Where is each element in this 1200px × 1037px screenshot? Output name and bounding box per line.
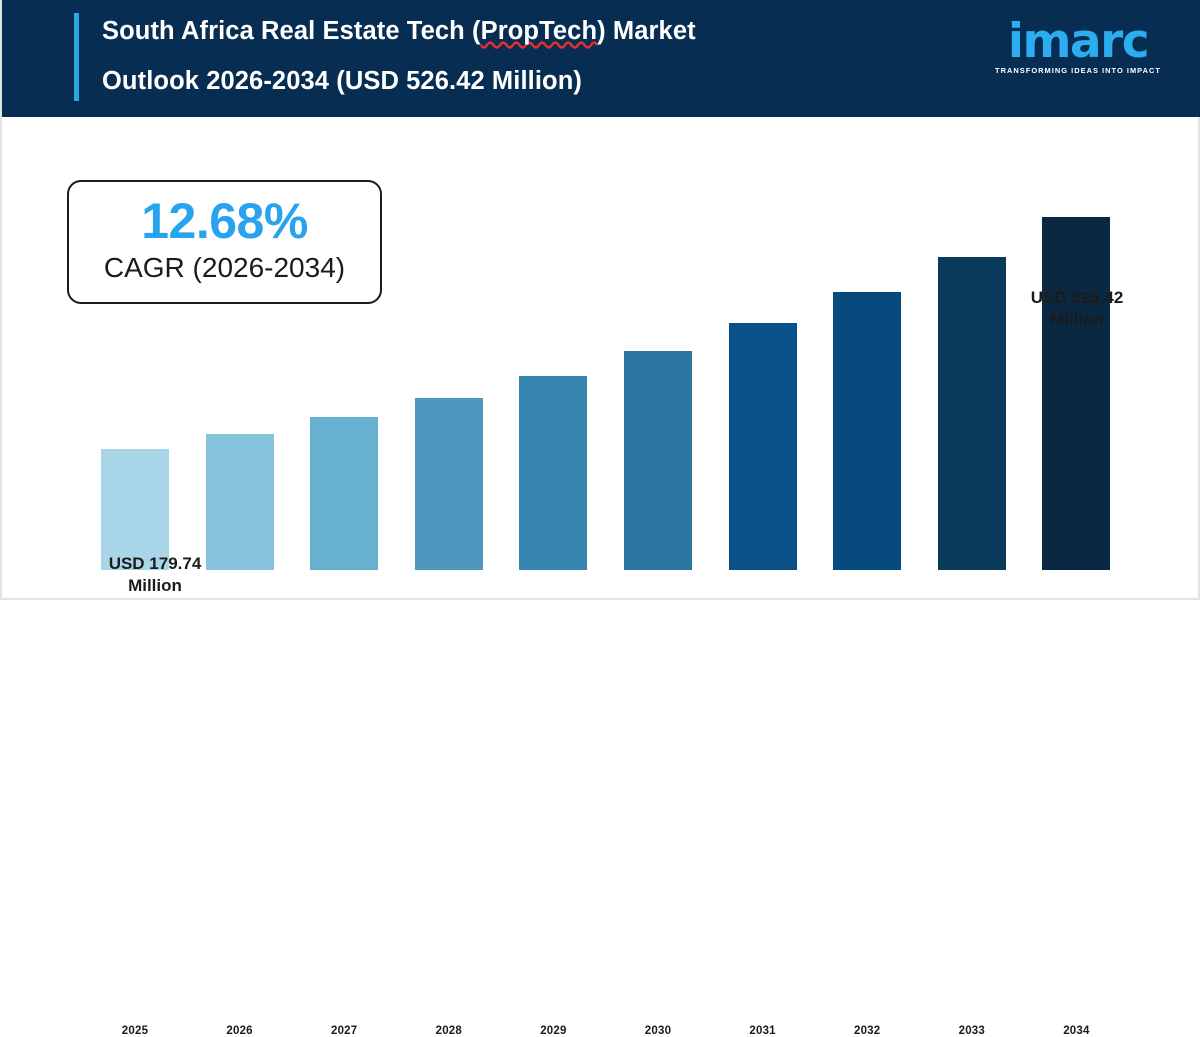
imarc-logo[interactable]: imarc TRANSFORMING IDEAS INTO IMPACT bbox=[994, 16, 1162, 88]
bar-2033[interactable] bbox=[937, 256, 1006, 570]
cagr-label: CAGR (2026-2034) bbox=[103, 252, 346, 283]
cagr-callout-box: 12.68% CAGR (2026-2034) bbox=[67, 180, 382, 304]
title-segment-b: ) Market bbox=[597, 17, 696, 45]
title-line-1: South Africa Real Estate Tech (PropTech)… bbox=[102, 6, 952, 56]
x-axis-tick-2031: 2031 bbox=[749, 1025, 776, 1037]
bar-2031[interactable] bbox=[728, 323, 797, 570]
bar-series: 2025 2026 2027 2028 2029 2030 2031 2032 2033 2034 bbox=[2, 117, 1200, 1037]
bar-chart: 2025 2026 2027 2028 2029 2030 2031 2032 2033 2034… bbox=[2, 117, 1200, 1037]
title-accent-bar bbox=[74, 13, 79, 101]
x-axis-tick-2028: 2028 bbox=[435, 1025, 462, 1037]
bar-2026[interactable] bbox=[205, 434, 274, 570]
x-axis-tick-2034: 2034 bbox=[1063, 1025, 1090, 1037]
x-axis-tick-2025: 2025 bbox=[121, 1025, 149, 1037]
title-line-2: Outlook 2026-2034 (USD 526.42 Million) bbox=[102, 67, 582, 95]
cagr-value: 12.68% bbox=[141, 193, 308, 249]
imarc-tagline: TRANSFORMING IDEAS INTO IMPACT bbox=[995, 66, 1161, 75]
bar-2028[interactable] bbox=[414, 397, 483, 570]
imarc-wordmark: imarc bbox=[1007, 14, 1150, 69]
bar-2027[interactable] bbox=[310, 416, 379, 570]
x-axis-tick-2032: 2032 bbox=[853, 1025, 881, 1037]
header-banner: South Africa Real Estate Tech (PropTech)… bbox=[2, 0, 1200, 117]
x-axis-tick-2033: 2033 bbox=[958, 1025, 985, 1037]
bar-2032[interactable] bbox=[833, 292, 902, 570]
bar-2025[interactable] bbox=[101, 449, 169, 570]
x-axis-tick-2027: 2027 bbox=[330, 1025, 358, 1037]
page-title: South Africa Real Estate Tech (PropTech)… bbox=[102, 6, 952, 106]
bar-2029[interactable] bbox=[519, 375, 588, 570]
first-bar-value-label: USD 179.74 Million bbox=[108, 554, 202, 595]
x-axis-tick-2026: 2026 bbox=[226, 1025, 253, 1037]
last-bar-value-label: USD 526.42 Million bbox=[1030, 288, 1124, 329]
x-axis-tick-2030: 2030 bbox=[644, 1025, 672, 1037]
bar-2034[interactable] bbox=[1042, 217, 1111, 570]
x-axis-tick-2029: 2029 bbox=[540, 1025, 567, 1037]
bar-2030[interactable] bbox=[624, 351, 692, 570]
title-segment-proptech: PropTech bbox=[480, 17, 598, 45]
title-segment-a: South Africa Real Estate Tech ( bbox=[102, 17, 481, 45]
